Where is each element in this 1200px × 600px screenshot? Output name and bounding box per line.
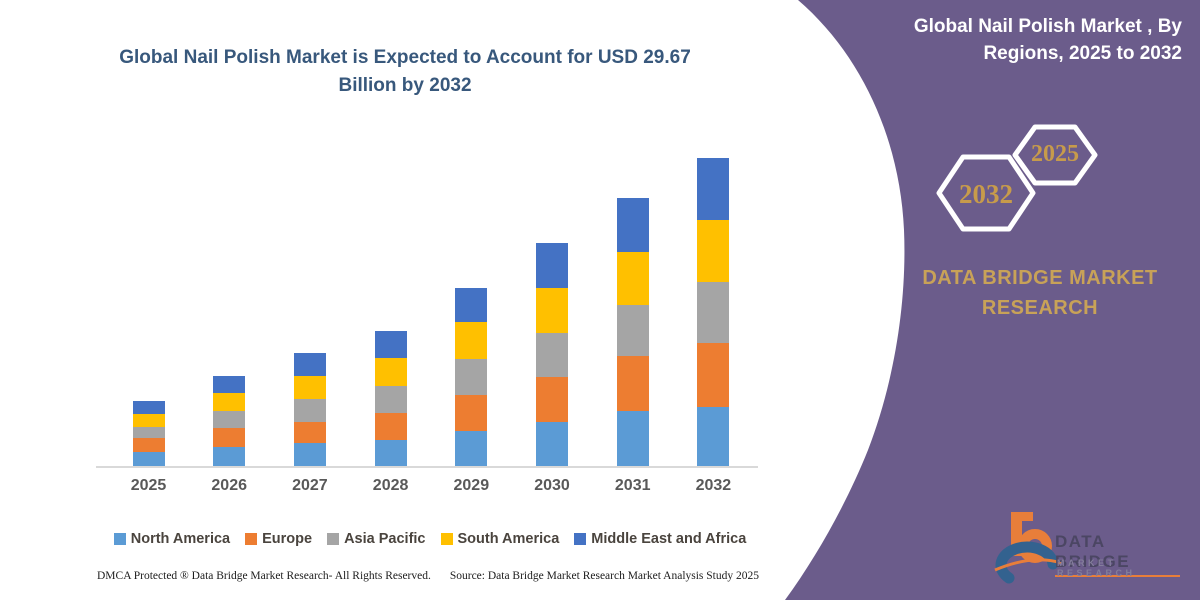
bar-2026-north-america <box>213 447 246 466</box>
bar-2025-north-america <box>132 452 165 466</box>
data-bridge-logo: DATA BRIDGE MARKET RESEARCH <box>993 506 1183 596</box>
bar-2031-europe <box>616 356 649 411</box>
bar-2025-europe <box>132 438 165 452</box>
legend-swatch-icon <box>440 533 453 545</box>
x-axis-label-2031: 2031 <box>614 477 651 494</box>
brand-text-line1: DATA BRIDGE MARKET <box>922 267 1158 289</box>
hexagon-2025: 2025 <box>1012 123 1098 187</box>
bar-2026-europe <box>213 428 246 447</box>
chart-title-line1: Global Nail Polish Market is Expected to… <box>119 47 691 68</box>
bar-2025-middle-east-and-africa <box>132 401 165 414</box>
data-bridge-logo-icon <box>994 512 1062 584</box>
legend-item-europe: Europe <box>245 531 312 547</box>
bar-2028-south-america <box>374 358 407 386</box>
bar-2029-asia-pacific <box>455 359 488 395</box>
logo-tagline: MARKET RESEARCH <box>1057 558 1136 578</box>
footer-dmca-text: DMCA Protected ® Data Bridge Market Rese… <box>97 570 431 582</box>
bar-2031-south-america <box>616 252 649 305</box>
x-axis-label-2032: 2032 <box>695 477 732 494</box>
bar-2032-middle-east-and-africa <box>697 158 730 220</box>
legend-label: Asia Pacific <box>344 531 426 547</box>
bar-2032-south-america <box>697 220 730 282</box>
hexagon-2025-outline-icon <box>1012 124 1098 186</box>
bar-2026-asia-pacific <box>213 411 246 428</box>
bar-2032-north-america <box>697 407 730 466</box>
legend-item-south-america: South America <box>440 531 560 547</box>
bar-2029-europe <box>455 395 488 431</box>
bar-2027-north-america <box>293 443 326 466</box>
bar-2025-asia-pacific <box>132 427 165 438</box>
bar-2030-south-america <box>536 288 568 333</box>
legend-label: South America <box>457 531 560 547</box>
hexagon-2032-outline-icon <box>936 154 1036 232</box>
bar-2028-europe <box>374 413 407 440</box>
hexagon-2025-label: 2025 <box>1031 141 1079 167</box>
legend-swatch-icon <box>245 533 258 545</box>
bar-2026-south-america <box>213 393 246 411</box>
bar-2029-north-america <box>455 431 488 466</box>
bar-2029-south-america <box>455 322 488 359</box>
panel-title-line1: Global Nail Polish Market , By <box>913 16 1182 37</box>
bar-2025-south-america <box>132 414 165 427</box>
bar-2030-north-america <box>536 422 568 466</box>
footer-source-text: Source: Data Bridge Market Research Mark… <box>449 570 759 582</box>
x-axis-line <box>96 466 758 468</box>
x-axis-label-2026: 2026 <box>211 477 247 494</box>
panel-title-line2: Regions, 2025 to 2032 <box>983 43 1182 64</box>
bar-2028-middle-east-and-africa <box>374 331 407 358</box>
chart-title-line2: Billion by 2032 <box>338 75 472 96</box>
chart-title: Global Nail Polish Market is Expected to… <box>80 44 730 100</box>
legend-label: Middle East and Africa <box>591 531 747 547</box>
legend-swatch-icon <box>574 533 587 545</box>
legend-label: Europe <box>262 531 313 547</box>
legend-item-middle-east-and-africa: Middle East and Africa <box>574 531 746 547</box>
x-axis-label-2028: 2028 <box>372 477 409 494</box>
bar-2030-asia-pacific <box>536 333 568 377</box>
bar-2032-asia-pacific <box>697 282 730 343</box>
purple-panel-shape <box>785 0 1200 600</box>
bar-2027-asia-pacific <box>293 399 326 422</box>
x-axis-label-2027: 2027 <box>292 477 328 494</box>
bar-2030-middle-east-and-africa <box>536 243 568 288</box>
legend-swatch-icon <box>113 533 126 545</box>
bar-2029-middle-east-and-africa <box>455 288 488 322</box>
bar-2027-europe <box>293 422 326 443</box>
logo-wordmark: DATA BRIDGE <box>1055 532 1180 577</box>
plot-area: 2025 2026 2027 2028 2029 2030 2031 2032 <box>96 158 758 494</box>
x-axis-label-2030: 2030 <box>534 477 570 494</box>
bar-2032-europe <box>697 343 730 407</box>
bar-2031-asia-pacific <box>616 305 649 356</box>
legend-label: North America <box>130 531 231 547</box>
bar-2031-north-america <box>616 411 649 466</box>
bar-2028-asia-pacific <box>374 386 407 413</box>
bar-2031-middle-east-and-africa <box>616 198 649 252</box>
x-axis-label-2025: 2025 <box>130 477 167 494</box>
legend-item-asia-pacific: Asia Pacific <box>327 531 426 547</box>
bar-2027-south-america <box>293 376 326 399</box>
legend-swatch-icon <box>327 533 340 545</box>
panel-title: Global Nail Polish Market , By Regions, … <box>852 13 1182 67</box>
legend: North America Europe Asia Pacific South Ame… <box>95 531 765 547</box>
footer: DMCA Protected ® Data Bridge Market Rese… <box>97 570 759 582</box>
bar-2027-middle-east-and-africa <box>293 353 326 376</box>
x-axis-label-2029: 2029 <box>453 477 490 494</box>
bar-2030-europe <box>536 377 568 422</box>
brand-text: DATA BRIDGE MARKET RESEARCH <box>890 263 1190 323</box>
hexagon-2032-label: 2032 <box>959 179 1013 209</box>
bar-2028-north-america <box>374 440 407 466</box>
hexagon-2032: 2032 <box>936 153 1036 233</box>
bar-2026-middle-east-and-africa <box>213 376 246 393</box>
brand-text-line2: RESEARCH <box>981 297 1099 319</box>
legend-item-north-america: North America <box>113 531 231 547</box>
